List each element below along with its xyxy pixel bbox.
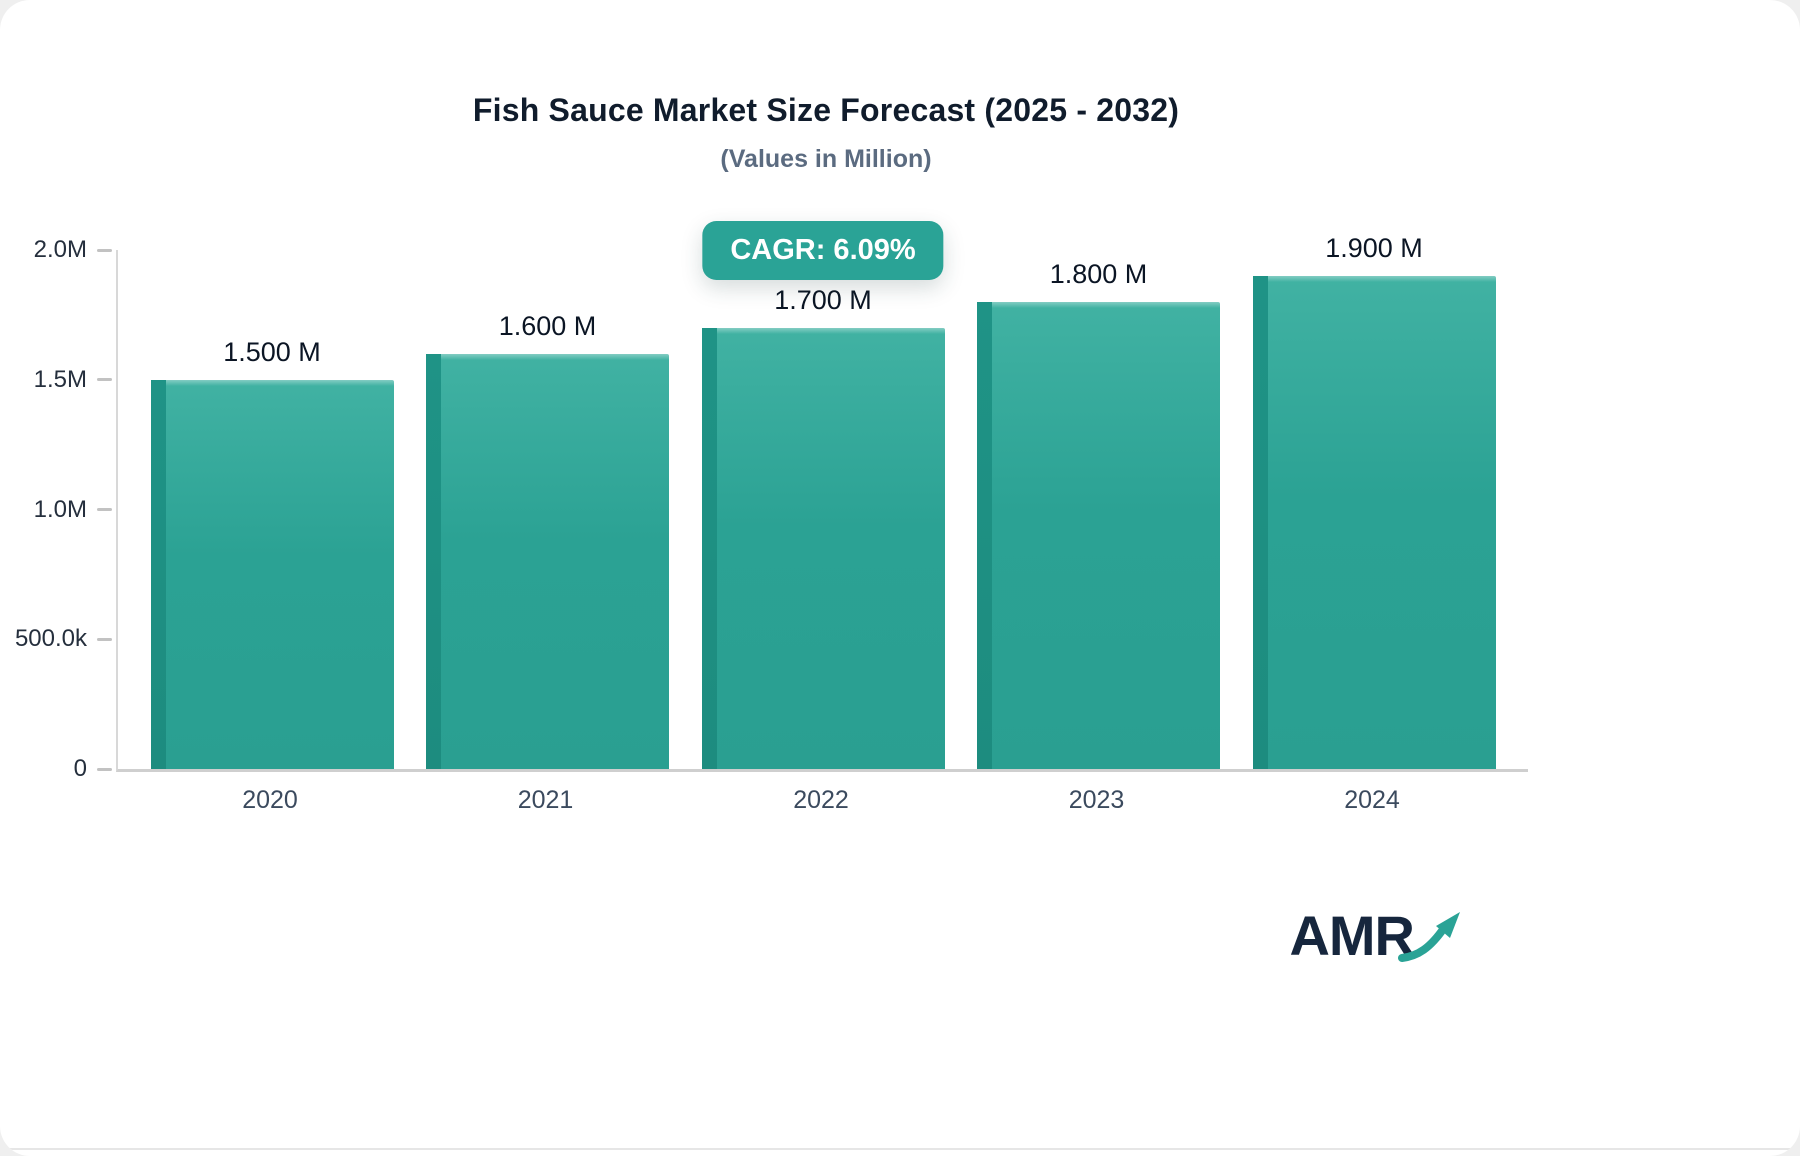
bar-2024: 1.900 M xyxy=(1252,233,1496,770)
cagr-badge: CAGR: 6.09% xyxy=(702,221,944,280)
bar-value-label: 1.700 M xyxy=(774,284,872,315)
y-tick-mark xyxy=(97,637,112,641)
bar-column: 1.800 M xyxy=(977,250,1220,770)
y-tick: 1.0M xyxy=(34,496,112,524)
amr-logo-text: AMR xyxy=(1289,904,1415,967)
y-tick-mark xyxy=(97,378,112,382)
bar-column: 1.700 M xyxy=(701,250,945,770)
y-axis: 0 500.0k 1.0M 1.5M 2.0M xyxy=(15,236,116,782)
y-tick-label: 1.5M xyxy=(33,365,87,393)
x-axis-label: 2020 xyxy=(242,786,298,814)
chart-area: Fish Sauce Market Size Forecast (2025 - … xyxy=(15,92,1536,815)
footer-divider xyxy=(0,1148,1800,1150)
x-axis-labels: 2020 2021 2022 2023 2024 xyxy=(116,786,1526,815)
bar-2020: 1.500 M xyxy=(150,337,394,770)
y-tick: 500.0k xyxy=(15,625,112,653)
bar-column: 1.900 M xyxy=(1252,233,1496,770)
bar-column: 1.600 M xyxy=(426,250,669,770)
y-tick-label: 0 xyxy=(73,755,87,782)
x-axis-label: 2021 xyxy=(517,786,574,814)
y-tick-mark xyxy=(97,767,112,771)
y-tick-label: 2.0M xyxy=(33,236,87,263)
y-tick: 0 xyxy=(74,755,112,783)
bar-value-label: 1.800 M xyxy=(1049,258,1148,289)
bar-2022: 1.700 M xyxy=(701,285,945,770)
x-axis-label: 2023 xyxy=(1068,786,1125,814)
chart-title: Fish Sauce Market Size Forecast (2025 - … xyxy=(472,92,1180,128)
chart-subtitle: (Values in Million) xyxy=(720,145,932,173)
bar-2021: 1.600 M xyxy=(426,311,669,770)
bar-value-label: 1.500 M xyxy=(223,336,321,367)
bar-value-label: 1.600 M xyxy=(498,310,597,341)
bars: 1.500 M 1.600 M 1.700 M 1.800 M 1.900 M xyxy=(118,233,1528,770)
y-tick-mark xyxy=(97,508,112,511)
y-tick-label: 1.0M xyxy=(33,495,87,523)
y-tick-label: 500.0k xyxy=(14,625,87,653)
amr-arrow-icon xyxy=(1398,912,1460,962)
cagr-badge-label: CAGR: 6.09% xyxy=(730,234,916,266)
bar-2023: 1.800 M xyxy=(977,259,1220,770)
bar-column: 1.500 M xyxy=(150,250,394,770)
y-tick: 2.0M xyxy=(34,236,112,264)
x-axis-label: 2024 xyxy=(1344,786,1400,814)
amr-logo: AMR xyxy=(1289,908,1478,964)
x-axis-label: 2022 xyxy=(793,786,849,814)
y-tick: 1.5M xyxy=(34,366,112,394)
bar-value-label: 1.900 M xyxy=(1325,232,1423,263)
y-tick-mark xyxy=(97,248,112,252)
